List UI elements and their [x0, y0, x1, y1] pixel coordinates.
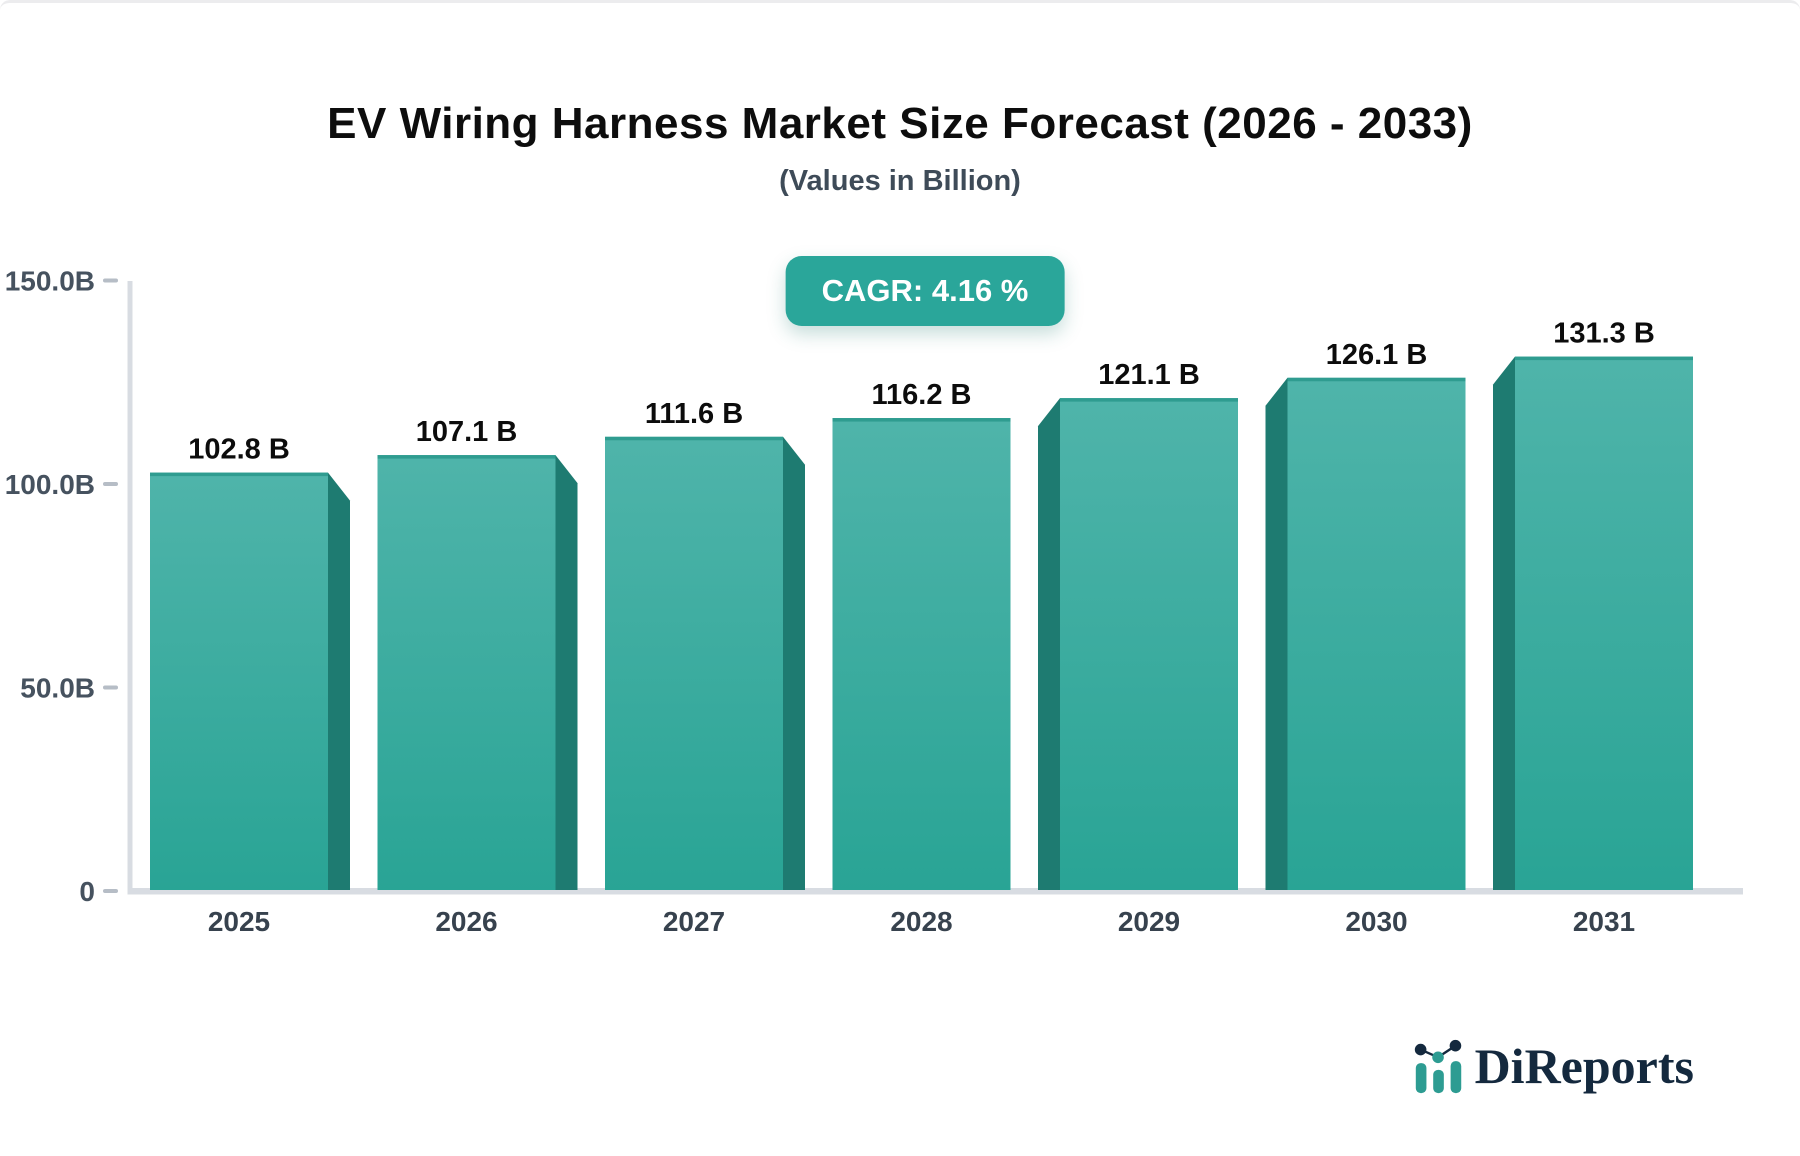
bar-2028: [832, 418, 1011, 890]
bar-side-2026: [555, 455, 578, 890]
cagr-badge: CAGR: 4.16 %: [785, 256, 1065, 326]
chart-title: EV Wiring Harness Market Size Forecast (…: [327, 99, 1473, 148]
x-axis-line: [127, 888, 1743, 895]
y-tick-label-50: 50.0B: [20, 673, 95, 704]
y-tick-label-150: 150.0B: [5, 266, 95, 297]
x-tick-label-2029: 2029: [1118, 906, 1180, 937]
bar-top-edge-2027: [605, 436, 783, 441]
x-tick-label-2025: 2025: [208, 906, 270, 937]
bar-value-label-2028: 116.2 B: [872, 379, 972, 411]
bar-side-2031: [1493, 356, 1515, 890]
bar-value-label-2030: 126.1 B: [1326, 339, 1428, 371]
direports-logo-text: DiReports: [1474, 1038, 1694, 1094]
y-tick-50: [103, 685, 118, 690]
bar-value-label-2029: 121.1 B: [1098, 359, 1200, 391]
y-tick-0: [103, 889, 118, 893]
y-axis-line: [127, 281, 133, 894]
bar-2030: [1287, 377, 1466, 890]
bar-top-edge-2029: [1060, 398, 1238, 402]
bar-2026: [377, 455, 556, 890]
x-tick-label-2028: 2028: [890, 906, 952, 937]
bar-2029: [1060, 398, 1238, 890]
bar-top-edge-2030: [1287, 377, 1466, 382]
bar-2025: [150, 472, 328, 890]
y-tick-label-0: 0: [79, 876, 95, 907]
bar-2031: [1515, 356, 1693, 890]
bar-value-label-2031: 131.3 B: [1553, 318, 1655, 350]
bar-top-edge-2026: [377, 455, 556, 459]
bar-side-2027: [783, 436, 805, 890]
bar-2027: [605, 436, 783, 890]
bar-top-edge-2028: [832, 418, 1011, 422]
chart-subtitle: (Values in Billion): [779, 165, 1021, 197]
bar-value-label-2027: 111.6 B: [645, 398, 743, 430]
x-tick-label-2027: 2027: [663, 906, 725, 937]
bar-side-2030: [1265, 377, 1288, 890]
y-tick-100: [103, 482, 118, 486]
bar-chart-with-trend-dots-icon: [1414, 1039, 1461, 1094]
bar-top-edge-2031: [1515, 356, 1693, 361]
direports-logo: DiReports: [1410, 1037, 1694, 1095]
bar-side-2029: [1038, 398, 1060, 890]
y-tick-150: [103, 278, 118, 283]
bar-top-edge-2025: [150, 472, 328, 477]
y-tick-label-100: 100.0B: [5, 469, 95, 500]
bar-chart-plot: 0 50.0B 100.0B 150.0B 102.8 B 2025 107.1 B 2026…: [5, 266, 1743, 937]
x-tick-label-2026: 2026: [435, 906, 497, 937]
bar-value-label-2025: 102.8 B: [188, 434, 290, 466]
bar-value-label-2026: 107.1 B: [416, 416, 518, 448]
x-tick-label-2031: 2031: [1573, 906, 1635, 937]
bar-side-2025: [328, 472, 350, 890]
x-tick-label-2030: 2030: [1345, 906, 1407, 937]
